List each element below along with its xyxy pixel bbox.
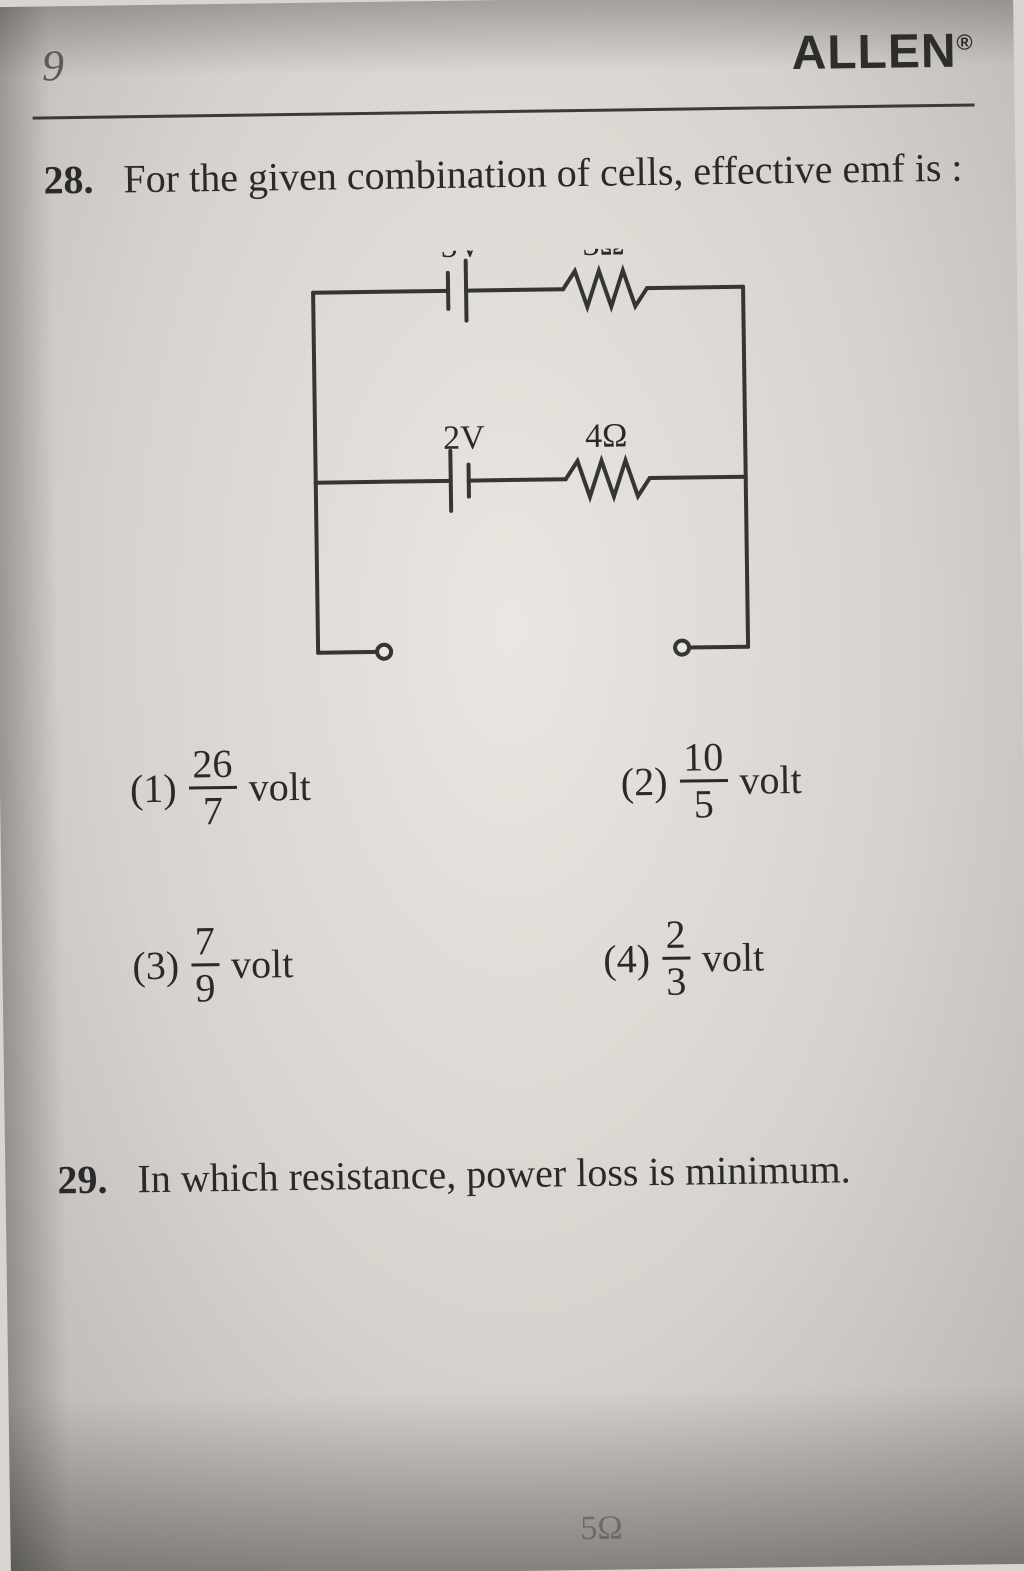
option-3: (3) 7 9 volt: [132, 920, 294, 1009]
question-text: For the given combination of cells, effe…: [123, 145, 963, 202]
fraction-numerator: 7: [191, 921, 220, 961]
brand-logo: ALLEN®: [791, 23, 974, 81]
option-key: (4): [603, 935, 650, 983]
option-4: (4) 2 3 volt: [603, 914, 765, 1003]
question-28: 28. For the given combination of cells, …: [43, 143, 976, 203]
logo-text: ALLEN: [791, 25, 957, 80]
vignette-left: [0, 6, 71, 1571]
option-unit: volt: [231, 940, 294, 988]
option-key: (3): [132, 942, 179, 990]
fraction-denominator: 3: [662, 962, 691, 1002]
circuit-figure: 5V 3Ω 2V 4Ω: [283, 246, 779, 693]
partial-circuit-svg: 5Ω: [557, 1274, 921, 1559]
fraction-numerator: 26: [188, 744, 237, 785]
resistor-label-3ohm: 3Ω: [582, 246, 625, 263]
fraction-denominator: 7: [199, 791, 228, 831]
option-unit: volt: [739, 756, 802, 804]
option-unit: volt: [702, 933, 765, 981]
fraction-icon: 26 7: [188, 744, 237, 832]
option-1: (1) 26 7 volt: [129, 743, 311, 833]
resistor-label-4ohm: 4Ω: [585, 417, 628, 455]
fraction-denominator: 9: [191, 968, 220, 1008]
question-text: In which resistance, power loss is minim…: [137, 1146, 851, 1201]
question-29: 29. In which resistance, power loss is m…: [57, 1143, 990, 1203]
header-row: 9 ALLEN®: [41, 23, 974, 91]
option-unit: volt: [248, 763, 311, 811]
option-key: (2): [621, 758, 668, 806]
page: 9 ALLEN® 28. For the given combination o…: [0, 0, 1024, 1571]
logo-suffix: ®: [956, 29, 974, 54]
fraction-numerator: 10: [679, 737, 728, 778]
options-row-2: (3) 7 9 volt (4) 2 3 volt: [132, 911, 967, 1010]
question-number: 29.: [57, 1155, 128, 1203]
partial-resistor-label: 5Ω: [580, 1510, 623, 1548]
partial-circuit-figure: 5Ω: [557, 1274, 921, 1559]
options-block: (1) 26 7 volt (2) 10 5 volt (3): [129, 734, 968, 1100]
cell-label-5v: 5V: [440, 246, 483, 265]
page-number: 9: [42, 40, 65, 91]
question-number: 28.: [43, 156, 114, 204]
fraction-icon: 2 3: [661, 915, 690, 1002]
option-2: (2) 10 5 volt: [620, 736, 802, 826]
fraction-denominator: 5: [690, 784, 719, 824]
fraction-numerator: 2: [661, 915, 690, 955]
fraction-icon: 7 9: [191, 921, 220, 1008]
cell-label-2v: 2V: [443, 419, 486, 457]
option-key: (1): [130, 765, 177, 813]
fraction-icon: 10 5: [679, 737, 728, 825]
header-rule: [33, 103, 975, 119]
options-row-1: (1) 26 7 volt (2) 10 5 volt: [129, 734, 964, 833]
circuit-svg: 5V 3Ω 2V 4Ω: [283, 246, 779, 693]
